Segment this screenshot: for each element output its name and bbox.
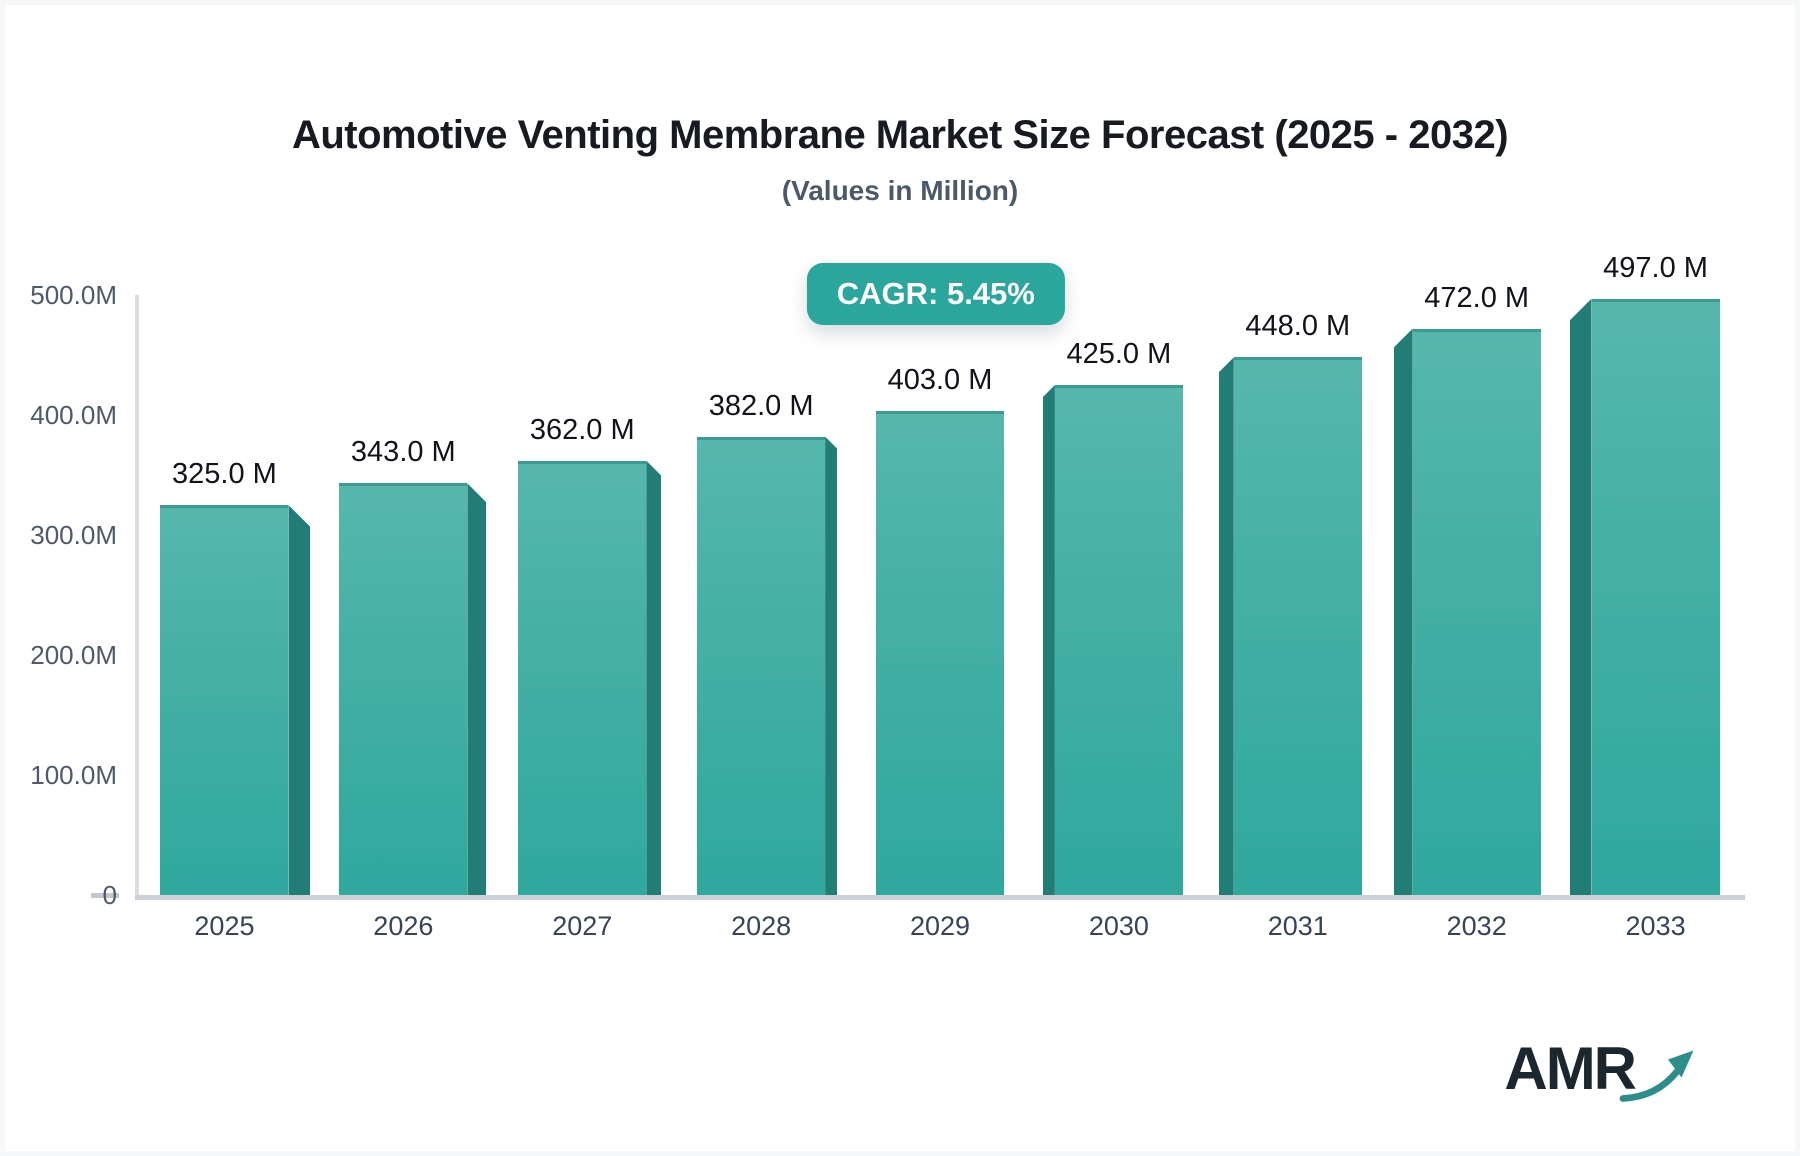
y-tick-label: 200.0M	[30, 640, 117, 670]
bar-value-label: 425.0 M	[1066, 338, 1172, 370]
bar-face	[1591, 298, 1720, 895]
bar-face	[518, 460, 647, 895]
y-tick-label: 500.0M	[30, 280, 117, 310]
bar-3d-side	[646, 460, 662, 895]
bar-3d-side	[825, 436, 838, 895]
x-tick-label: 2025	[194, 911, 255, 941]
y-tick-label: 100.0M	[30, 760, 117, 790]
bar-value-label: 472.0 M	[1424, 281, 1530, 314]
bar-slot: 382.0 M 2028	[672, 295, 851, 941]
bar-2030[interactable]: 425.0 M	[1042, 338, 1183, 895]
bar-value-label: 343.0 M	[350, 436, 456, 469]
y-tick-label: 400.0M	[30, 400, 117, 430]
bar-slot: 362.0 M 2027	[493, 295, 672, 941]
bar-2028[interactable]: 382.0 M	[697, 390, 838, 895]
y-tick-label: 300.0M	[30, 520, 117, 550]
bar-face	[1054, 385, 1183, 895]
bar-2029[interactable]: 403.0 M	[876, 364, 1004, 895]
x-tick-label: 2026	[373, 911, 434, 941]
amr-logo: AMR	[1504, 1035, 1699, 1102]
bar-slot: 448.0 M 2031	[1208, 295, 1387, 941]
bar-slot: 472.0 M 2032	[1387, 282, 1566, 941]
bar-3d-side	[467, 483, 487, 895]
bar-slot: 343.0 M 2026	[314, 295, 493, 941]
bar-2027[interactable]: 362.0 M	[518, 414, 662, 895]
bar-face	[876, 411, 1004, 895]
growth-arrow-icon	[1619, 1050, 1694, 1102]
bar-value-label: 497.0 M	[1603, 251, 1708, 284]
x-tick-label: 2031	[1267, 911, 1328, 941]
x-tick-label: 2029	[909, 911, 971, 941]
x-axis-line	[135, 895, 1745, 900]
cagr-badge: CAGR: 5.45%	[806, 263, 1065, 325]
x-tick-label: 2030	[1088, 911, 1149, 941]
bar-face	[1233, 357, 1362, 895]
bar-2026[interactable]: 343.0 M	[339, 436, 487, 895]
x-tick-label: 2033	[1625, 911, 1686, 941]
chart-subtitle: (Values in Million)	[781, 175, 1019, 206]
bar-value-label: 362.0 M	[529, 413, 635, 446]
bar-value-label: 448.0 M	[1245, 310, 1351, 343]
bar-face	[339, 483, 468, 895]
bars-container: 325.0 M 2025 343.0 M 2026 362.0 M 2027 382.0 M…	[135, 252, 1745, 941]
x-tick-label: 2032	[1446, 911, 1507, 941]
bar-value-label: 403.0 M	[887, 364, 993, 397]
bar-3d-side	[1569, 298, 1592, 895]
y-axis-line	[135, 295, 139, 895]
bar-face	[160, 505, 289, 895]
bar-slot: 425.0 M 2030	[1029, 295, 1208, 941]
bar-slot: 497.0 M 2033	[1566, 252, 1745, 941]
bar-value-label: 325.0 M	[172, 458, 277, 490]
chart-card: Automotive Venting Membrane Market Size …	[5, 5, 1795, 1151]
bar-face	[697, 436, 826, 895]
bar-3d-side	[1042, 385, 1055, 895]
plot-area: 325.0 M 2025 343.0 M 2026 362.0 M 2027 382.0 M…	[30, 252, 1745, 941]
bar-2032[interactable]: 472.0 M	[1393, 282, 1541, 895]
y-tick-label: 0	[102, 880, 117, 910]
bar-2031[interactable]: 448.0 M	[1218, 310, 1362, 895]
chart-title: Automotive Venting Membrane Market Size …	[291, 113, 1509, 157]
bar-slot: 403.0 M 2029	[851, 295, 1030, 941]
bar-3d-side	[1393, 328, 1413, 895]
bar-value-label: 382.0 M	[708, 389, 814, 422]
x-tick-label: 2028	[731, 911, 792, 941]
bar-2025[interactable]: 325.0 M	[160, 458, 311, 895]
bar-face	[1412, 328, 1541, 895]
zero-tick-mark	[91, 893, 119, 898]
logo-text: AMR	[1504, 1035, 1637, 1102]
bar-2033[interactable]: 497.0 M	[1569, 252, 1720, 895]
x-tick-label: 2027	[552, 911, 613, 941]
bar-3d-side	[288, 505, 311, 895]
bar-slot: 325.0 M 2025	[135, 295, 314, 941]
bar-3d-side	[1218, 357, 1234, 895]
